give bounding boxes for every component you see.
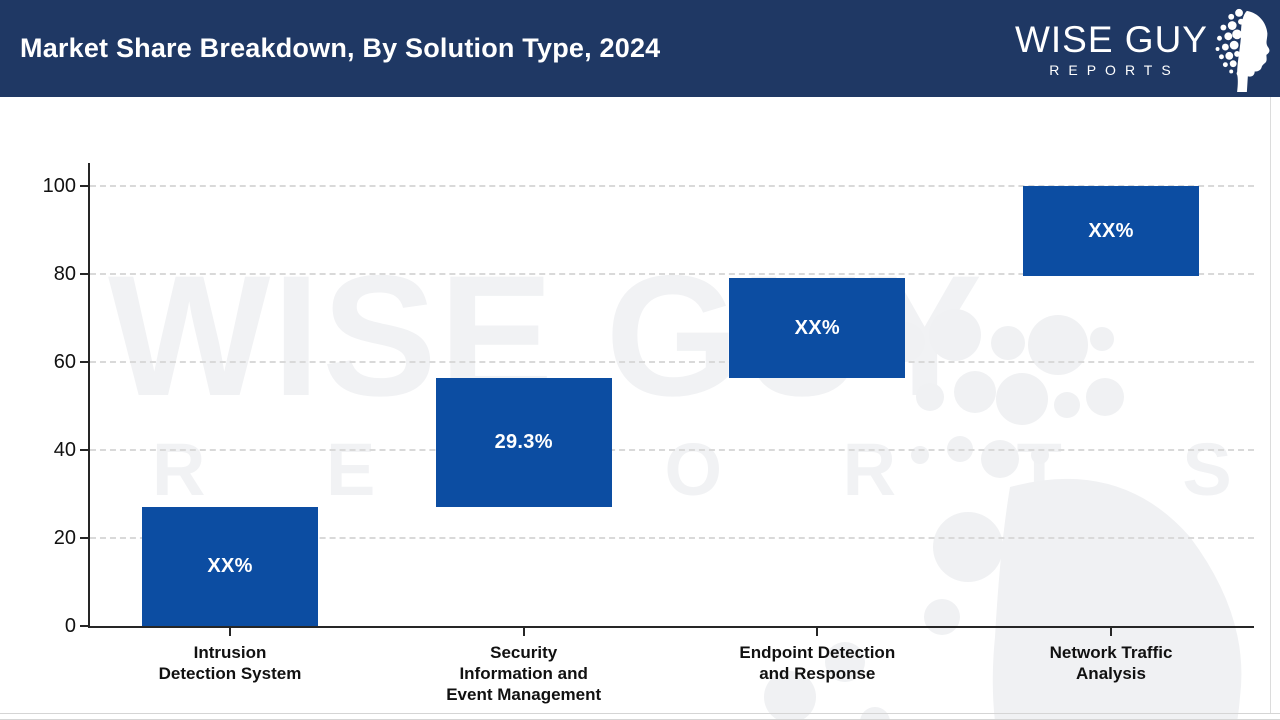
x-axis-tick xyxy=(522,628,525,636)
category-line: and Response xyxy=(759,664,876,683)
x-axis-category-label: Intrusion Detection System xyxy=(90,642,370,684)
y-axis-tick-label: 80 xyxy=(53,263,76,285)
bar-segment-4: XX% xyxy=(1023,186,1199,277)
wise-guy-reports-logo: WISE GUY REPORTS xyxy=(1015,4,1272,94)
category-line: Network Traffic xyxy=(1049,643,1173,662)
gridline-20 xyxy=(90,537,1254,539)
category-line: Security xyxy=(490,643,558,662)
watermark-face-dots xyxy=(764,309,1242,720)
x-axis-category-label: Endpoint Detection and Response xyxy=(677,642,957,684)
y-axis-line xyxy=(88,163,90,628)
y-axis-tick xyxy=(80,449,90,451)
bar-value-label: XX% xyxy=(207,555,253,578)
right-edge-line xyxy=(1270,97,1271,713)
gridline-100 xyxy=(90,185,1254,187)
x-axis-tick xyxy=(816,628,819,636)
category-line: Analysis xyxy=(1076,664,1146,683)
logo-text: WISE GUY REPORTS xyxy=(1014,19,1208,79)
y-axis-tick xyxy=(80,625,90,627)
logo-face-icon xyxy=(1215,8,1270,92)
footer-divider-line xyxy=(0,713,1280,714)
bar-value-label: XX% xyxy=(1088,219,1134,242)
category-line: Event Management xyxy=(446,685,602,704)
category-line: Endpoint Detection xyxy=(739,643,896,662)
category-line: Information and xyxy=(459,664,588,683)
gridline-40 xyxy=(90,449,1254,451)
y-axis-tick-label: 60 xyxy=(53,351,76,373)
y-axis-tick xyxy=(80,537,90,539)
logo-subtitle: REPORTS xyxy=(1049,62,1180,78)
y-axis-tick-label: 100 xyxy=(42,175,76,197)
y-axis-tick xyxy=(80,361,90,363)
watermark-layer: WISE GUY R E P O R T S xyxy=(0,97,1280,720)
chart-title: Market Share Breakdown, By Solution Type… xyxy=(20,33,661,63)
x-axis-tick xyxy=(1110,628,1112,636)
category-line: Detection System xyxy=(158,664,302,683)
bar-value-label: XX% xyxy=(794,316,840,339)
y-axis-tick-label: 40 xyxy=(53,439,76,461)
x-axis-category-label: Security Information and Event Management xyxy=(384,642,664,705)
gridline-60 xyxy=(90,361,1254,363)
header-bar: Market Share Breakdown, By Solution Type… xyxy=(0,0,1280,97)
x-axis-category-label: Network Traffic Analysis xyxy=(971,642,1251,684)
y-axis-tick-label: 20 xyxy=(53,527,76,549)
y-axis-tick xyxy=(80,185,90,187)
y-axis-tick xyxy=(80,273,90,275)
bar-value-label: 29.3% xyxy=(494,431,553,454)
bar-segment-1: XX% xyxy=(142,507,318,626)
bar-segment-3: XX% xyxy=(729,278,906,378)
x-axis-line xyxy=(88,626,1254,628)
logo-wordmark: WISE GUY xyxy=(1014,19,1208,60)
y-axis-tick-label: 0 xyxy=(64,615,76,637)
bar-segment-2: 29.3% xyxy=(435,378,612,508)
gridline-80 xyxy=(90,273,1254,275)
x-axis-tick xyxy=(229,628,231,636)
category-line: Intrusion xyxy=(193,643,267,662)
